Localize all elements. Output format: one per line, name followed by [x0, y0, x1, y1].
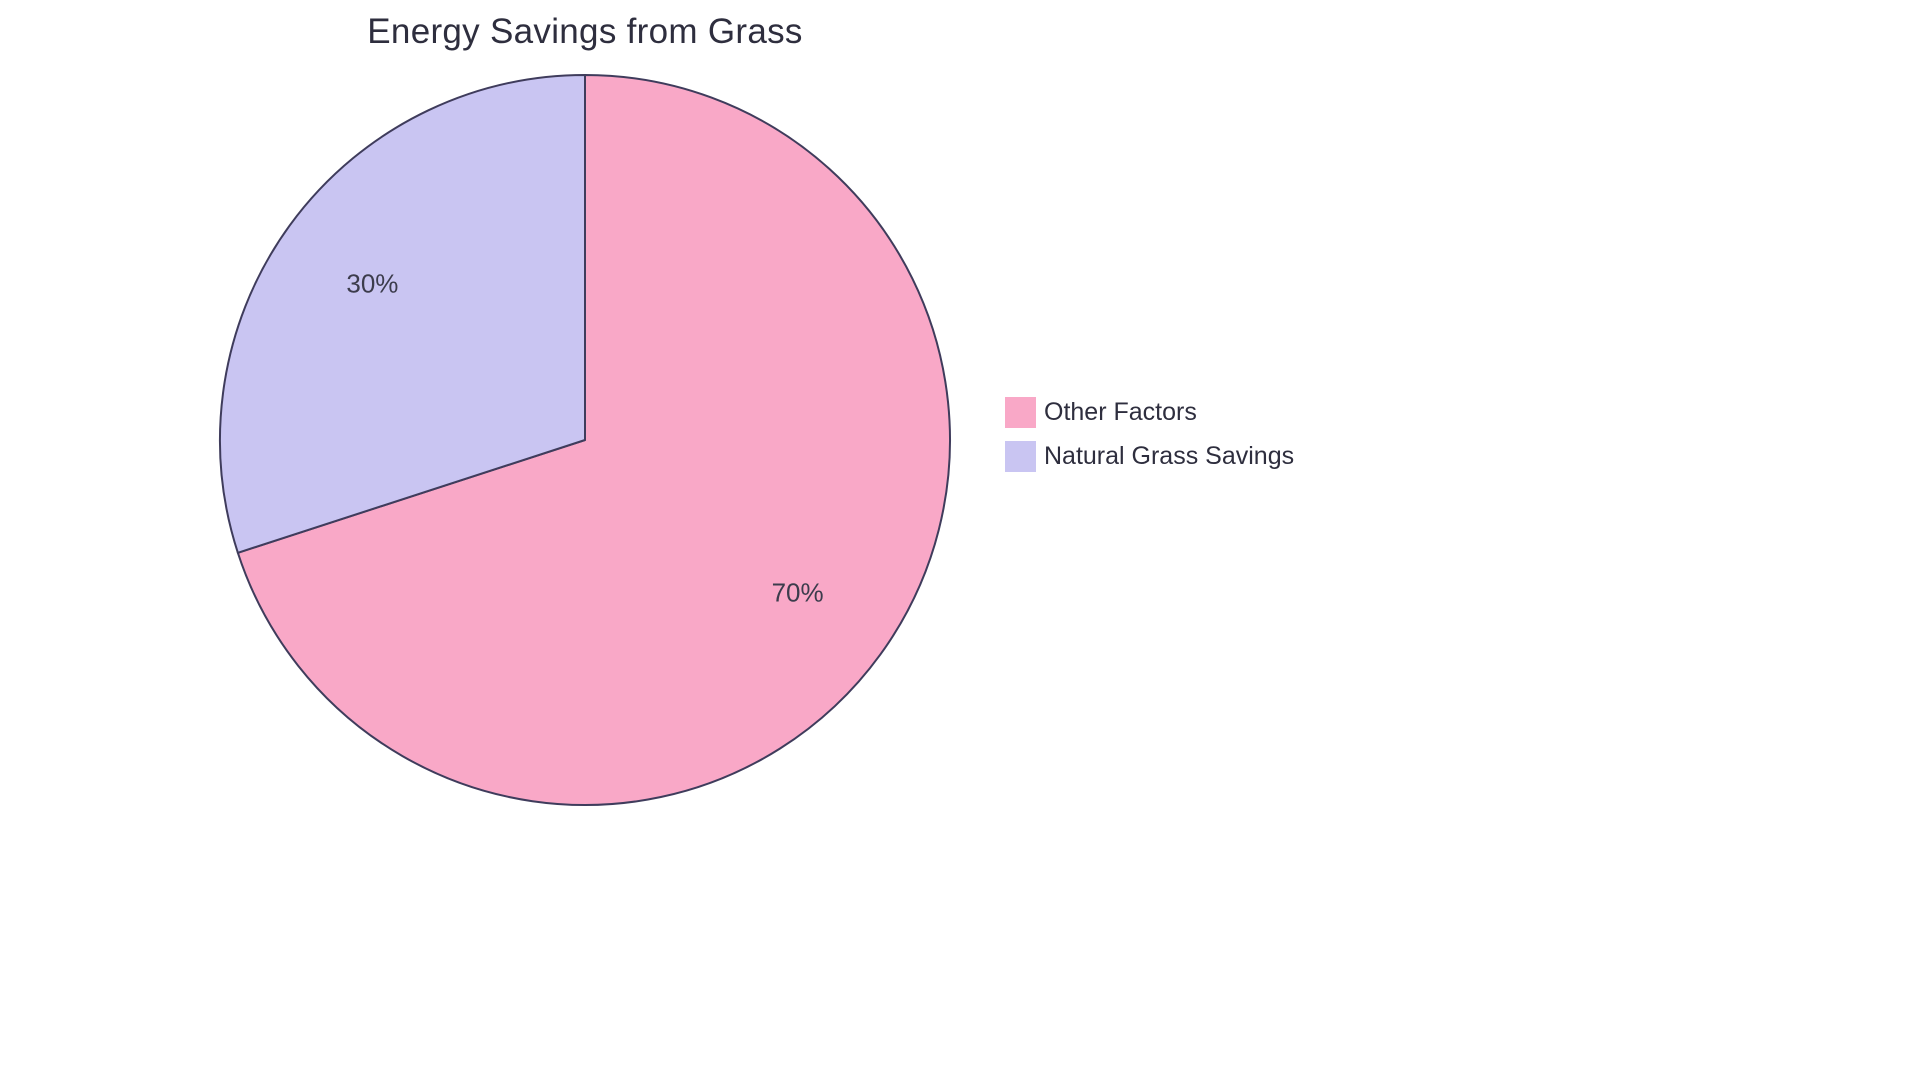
legend-swatch-other-factors: [1005, 397, 1036, 428]
legend-label-natural-grass-savings: Natural Grass Savings: [1044, 442, 1295, 470]
legend: Other Factors Natural Grass Savings: [1005, 397, 1294, 472]
legend-swatch-natural-grass-savings: [1005, 441, 1036, 472]
pie-slice-natural-grass-savings[interactable]: [219, 74, 586, 554]
slice-label-natural-grass-savings: 30%: [346, 268, 398, 298]
pie-slices: 70% 30%: [219, 74, 951, 806]
legend-item-other-factors[interactable]: Other Factors: [1005, 397, 1294, 428]
pie-slice-other-factors[interactable]: [236, 74, 951, 806]
slice-label-other-factors: 70%: [772, 577, 824, 607]
chart-title: Energy Savings from Grass: [367, 12, 803, 51]
legend-label-other-factors: Other Factors: [1044, 398, 1197, 426]
legend-item-natural-grass-savings[interactable]: Natural Grass Savings: [1005, 441, 1294, 472]
